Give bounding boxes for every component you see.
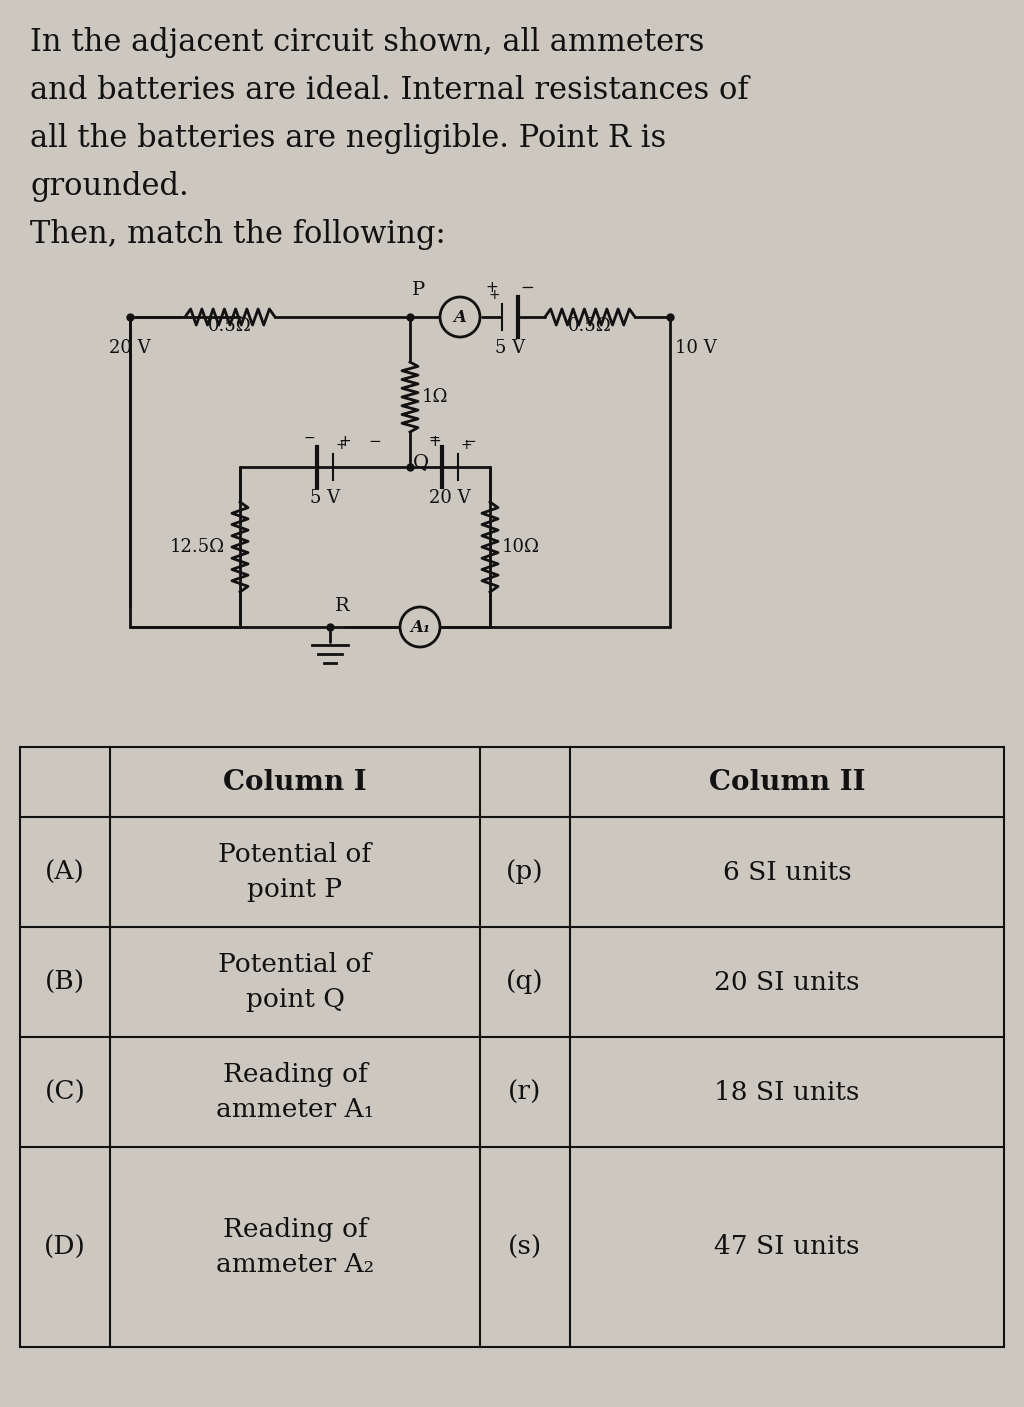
Text: −: − xyxy=(520,281,531,295)
Text: +: + xyxy=(488,288,500,303)
Text: In the adjacent circuit shown, all ammeters: In the adjacent circuit shown, all ammet… xyxy=(30,27,705,58)
Text: 1Ω: 1Ω xyxy=(422,388,449,407)
Text: +: + xyxy=(335,438,347,452)
Text: 12.5Ω: 12.5Ω xyxy=(170,537,225,556)
Text: +: + xyxy=(485,280,499,295)
Text: Q: Q xyxy=(413,453,429,471)
Text: +: + xyxy=(460,438,472,452)
Text: (p): (p) xyxy=(506,860,544,885)
Text: A: A xyxy=(454,308,467,325)
Text: (r): (r) xyxy=(508,1079,542,1104)
Text: grounded.: grounded. xyxy=(30,172,188,203)
Text: 47 SI units: 47 SI units xyxy=(715,1234,860,1259)
Circle shape xyxy=(440,297,480,338)
Text: +: + xyxy=(339,433,351,449)
Text: 5 V: 5 V xyxy=(495,339,525,357)
Text: 20 SI units: 20 SI units xyxy=(715,969,860,995)
Text: 20 V: 20 V xyxy=(429,490,471,507)
Text: 0.5Ω: 0.5Ω xyxy=(568,317,612,335)
Circle shape xyxy=(400,606,440,647)
Text: −: − xyxy=(428,431,440,445)
Text: 20 V: 20 V xyxy=(110,339,151,357)
Text: (q): (q) xyxy=(506,969,544,995)
Text: A₁: A₁ xyxy=(410,619,430,636)
Text: +: + xyxy=(429,433,441,449)
Text: −: − xyxy=(303,431,314,445)
Text: Reading of
ammeter A₁: Reading of ammeter A₁ xyxy=(216,1062,374,1121)
Text: −: − xyxy=(521,280,535,295)
Text: Column I: Column I xyxy=(223,768,367,795)
Text: (C): (C) xyxy=(45,1079,85,1104)
Text: P: P xyxy=(412,281,425,300)
Text: (s): (s) xyxy=(508,1234,542,1259)
Text: 6 SI units: 6 SI units xyxy=(723,860,851,885)
Text: (A): (A) xyxy=(45,860,85,885)
Text: R: R xyxy=(335,597,350,615)
Text: (B): (B) xyxy=(45,969,85,995)
Text: 0.5Ω: 0.5Ω xyxy=(208,317,252,335)
Text: 5 V: 5 V xyxy=(310,490,340,507)
Text: −: − xyxy=(464,433,476,449)
Text: and batteries are ideal. Internal resistances of: and batteries are ideal. Internal resist… xyxy=(30,75,749,106)
Text: Potential of
point Q: Potential of point Q xyxy=(218,953,372,1012)
Text: −: − xyxy=(369,433,381,449)
Text: Column II: Column II xyxy=(709,768,865,795)
Text: 10Ω: 10Ω xyxy=(502,537,540,556)
Text: 10 V: 10 V xyxy=(675,339,717,357)
Text: 18 SI units: 18 SI units xyxy=(715,1079,860,1104)
Text: (D): (D) xyxy=(44,1234,86,1259)
Text: Then, match the following:: Then, match the following: xyxy=(30,219,445,250)
Text: Reading of
ammeter A₂: Reading of ammeter A₂ xyxy=(216,1217,374,1278)
Text: Potential of
point P: Potential of point P xyxy=(218,841,372,902)
Text: all the batteries are negligible. Point R is: all the batteries are negligible. Point … xyxy=(30,122,667,153)
